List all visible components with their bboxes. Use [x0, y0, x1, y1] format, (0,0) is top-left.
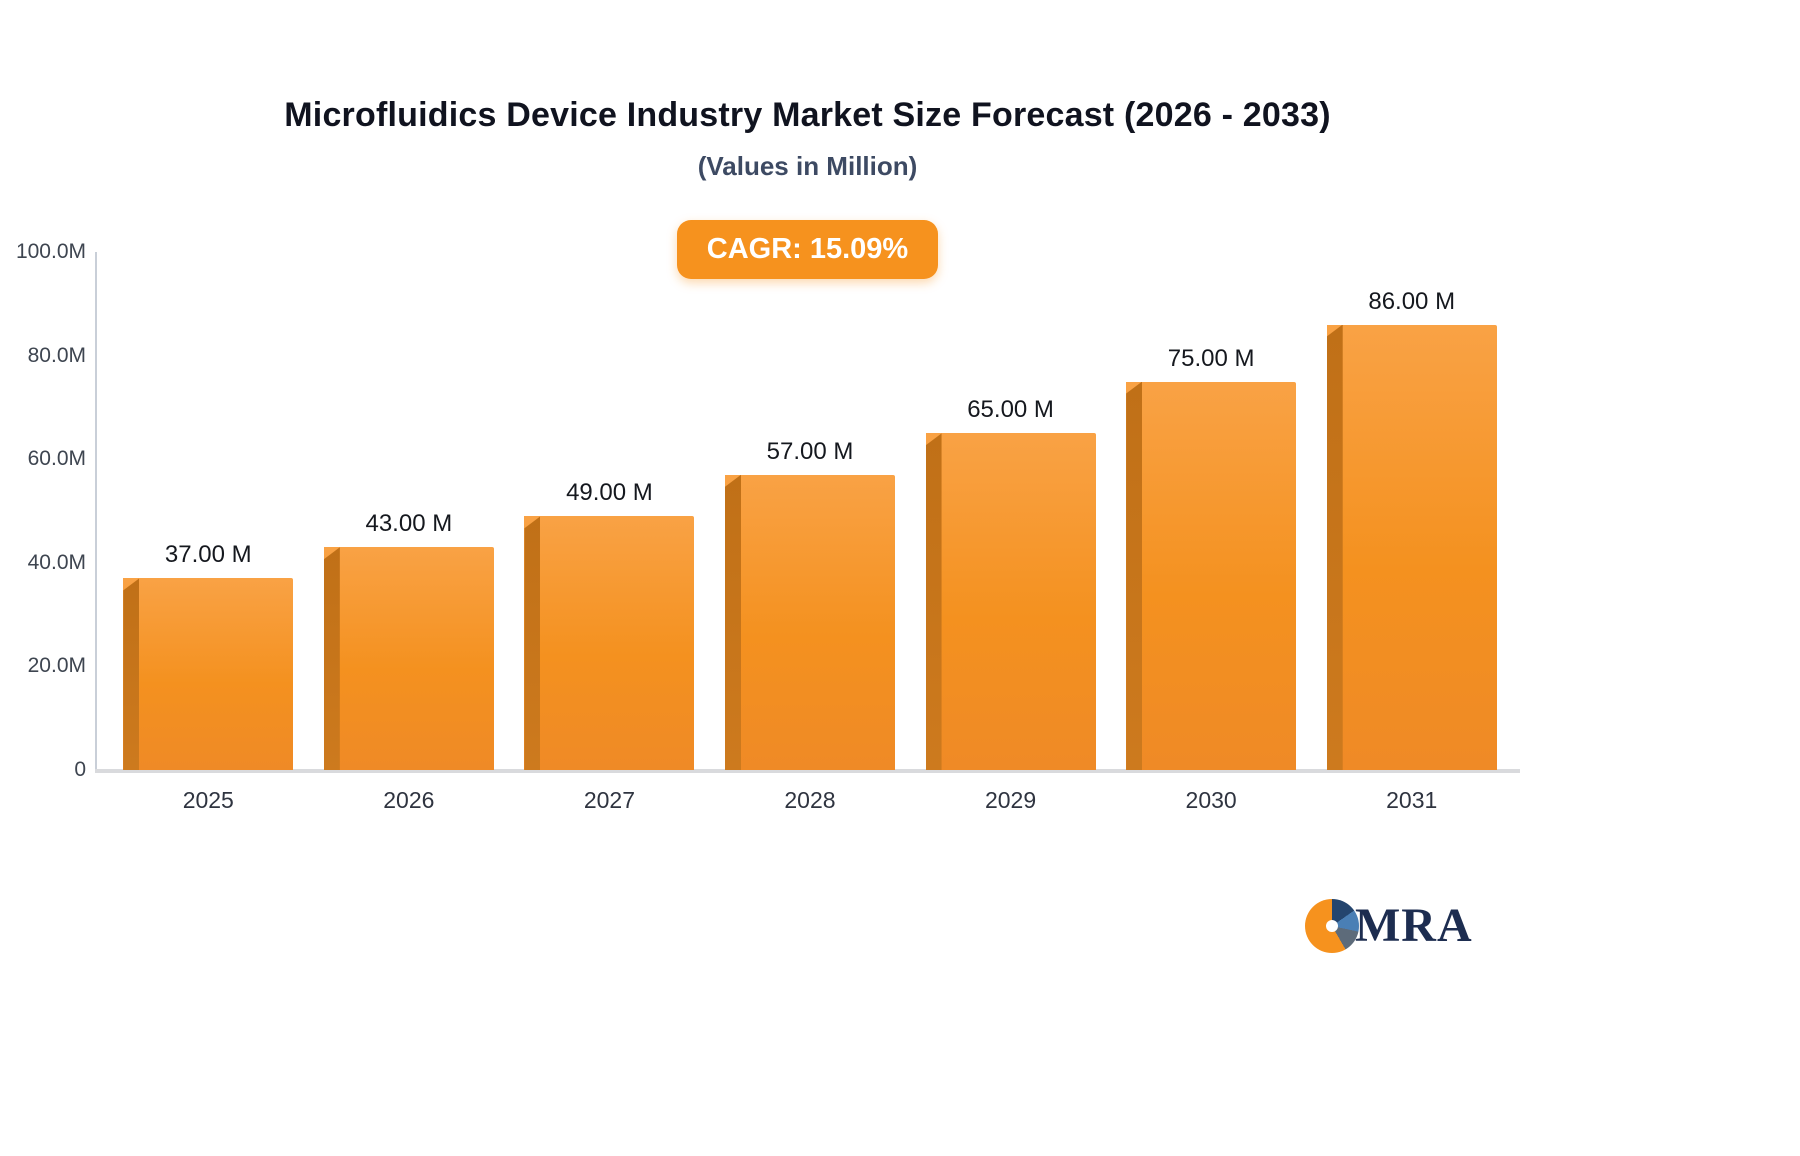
x-axis-label-2028: 2028 — [784, 787, 836, 813]
plot-area: 37.00 M 43.00 M 49.00 M 57.00 M 65.00 M 75.00… — [108, 252, 1512, 770]
x-axis-label-2026: 2026 — [383, 787, 435, 813]
y-axis-line — [95, 252, 97, 770]
bar-value-label-2025: 37.00 M — [164, 541, 252, 569]
mra-logo: MRA — [1305, 898, 1473, 953]
bar-2025 — [123, 578, 294, 770]
y-axis-label-80.0M: 80.0M — [27, 343, 86, 367]
x-axis-label-2029: 2029 — [984, 787, 1037, 813]
y-axis-label-40.0M: 40.0M — [27, 550, 86, 574]
x-axis-line — [95, 769, 1520, 773]
bar-value-label-2029: 65.00 M — [967, 396, 1054, 424]
x-axis-category-labels: 2025 2026 2027 2028 2029 2030 2031 — [108, 787, 1512, 819]
bar-value-label-2027: 49.00 M — [566, 479, 653, 507]
bar-2029 — [925, 433, 1096, 770]
y-axis-label-100.0M: 100.0M — [15, 240, 86, 263]
bar-value-label-2030: 75.00 M — [1167, 344, 1255, 372]
mra-logo-text: MRA — [1355, 899, 1473, 952]
y-axis-label-0: 0 — [74, 758, 86, 781]
bar-2030 — [1126, 381, 1297, 770]
chart-title: Microfluidics Device Industry Market Siz… — [284, 96, 1331, 134]
y-axis-label-60.0M: 60.0M — [27, 447, 86, 471]
chart-subtitle: (Values in Million) — [697, 151, 918, 181]
bar-2027 — [524, 516, 695, 770]
bar-value-label-2026: 43.00 M — [365, 510, 453, 538]
x-axis-label-2031: 2031 — [1386, 787, 1438, 813]
bar-value-label-2031: 86.00 M — [1368, 287, 1456, 315]
x-axis-label-2027: 2027 — [583, 787, 635, 813]
chart-header: Microfluidics Device Industry Market Siz… — [0, 0, 1615, 279]
x-axis-label-2025: 2025 — [182, 787, 234, 813]
bar-2026 — [323, 547, 494, 770]
bar-value-label-2028: 57.00 M — [766, 437, 854, 465]
y-axis-label-20.0M: 20.0M — [27, 654, 86, 678]
y-axis-tick-labels: 0 20.0M 40.0M 60.0M 80.0M 100.0M — [0, 240, 86, 781]
cagr-badge: CAGR: 15.09% — [676, 220, 939, 279]
mra-logo-pie-icon — [1305, 898, 1359, 953]
x-axis-label-2030: 2030 — [1185, 787, 1237, 813]
bar-2028 — [725, 474, 895, 770]
bar-2031 — [1326, 324, 1497, 770]
